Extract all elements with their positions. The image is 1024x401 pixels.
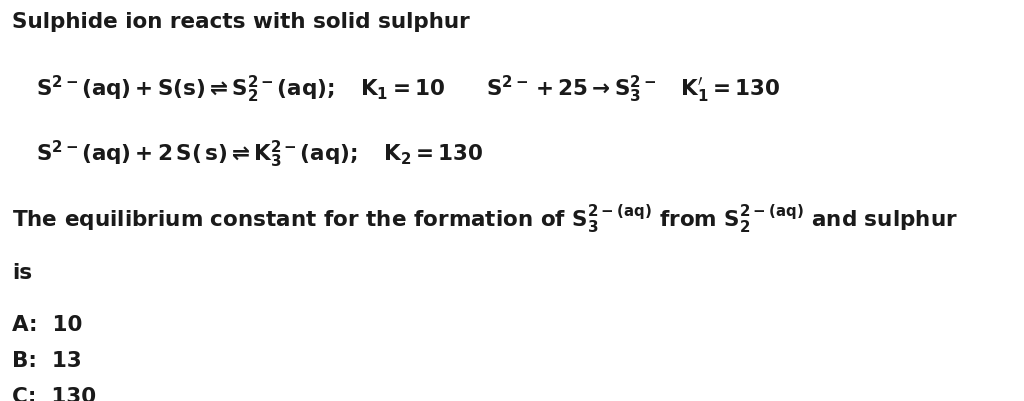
Text: B:  13: B: 13	[12, 351, 82, 371]
Text: $\mathbf{S^{2-}(aq) + 2\,S(\,s) \rightleftharpoons K_3^{2-}(aq);}\quad \mathbf{K: $\mathbf{S^{2-}(aq) + 2\,S(\,s) \rightle…	[36, 138, 483, 170]
Text: $\mathbf{S^{2-}(aq) + S(s) \rightleftharpoons S_2^{2-}(aq);}\quad \mathbf{K_1 = : $\mathbf{S^{2-}(aq) + S(s) \rightlefthar…	[36, 74, 780, 105]
Text: Sulphide ion reacts with solid sulphur: Sulphide ion reacts with solid sulphur	[12, 12, 470, 32]
Text: The equilibrium constant for the formation of $\mathbf{S_3^{2-(aq)}}$ from $\mat: The equilibrium constant for the formati…	[12, 203, 958, 236]
Text: A:  10: A: 10	[12, 315, 83, 335]
Text: is: is	[12, 263, 33, 283]
Text: C:  130: C: 130	[12, 387, 96, 401]
